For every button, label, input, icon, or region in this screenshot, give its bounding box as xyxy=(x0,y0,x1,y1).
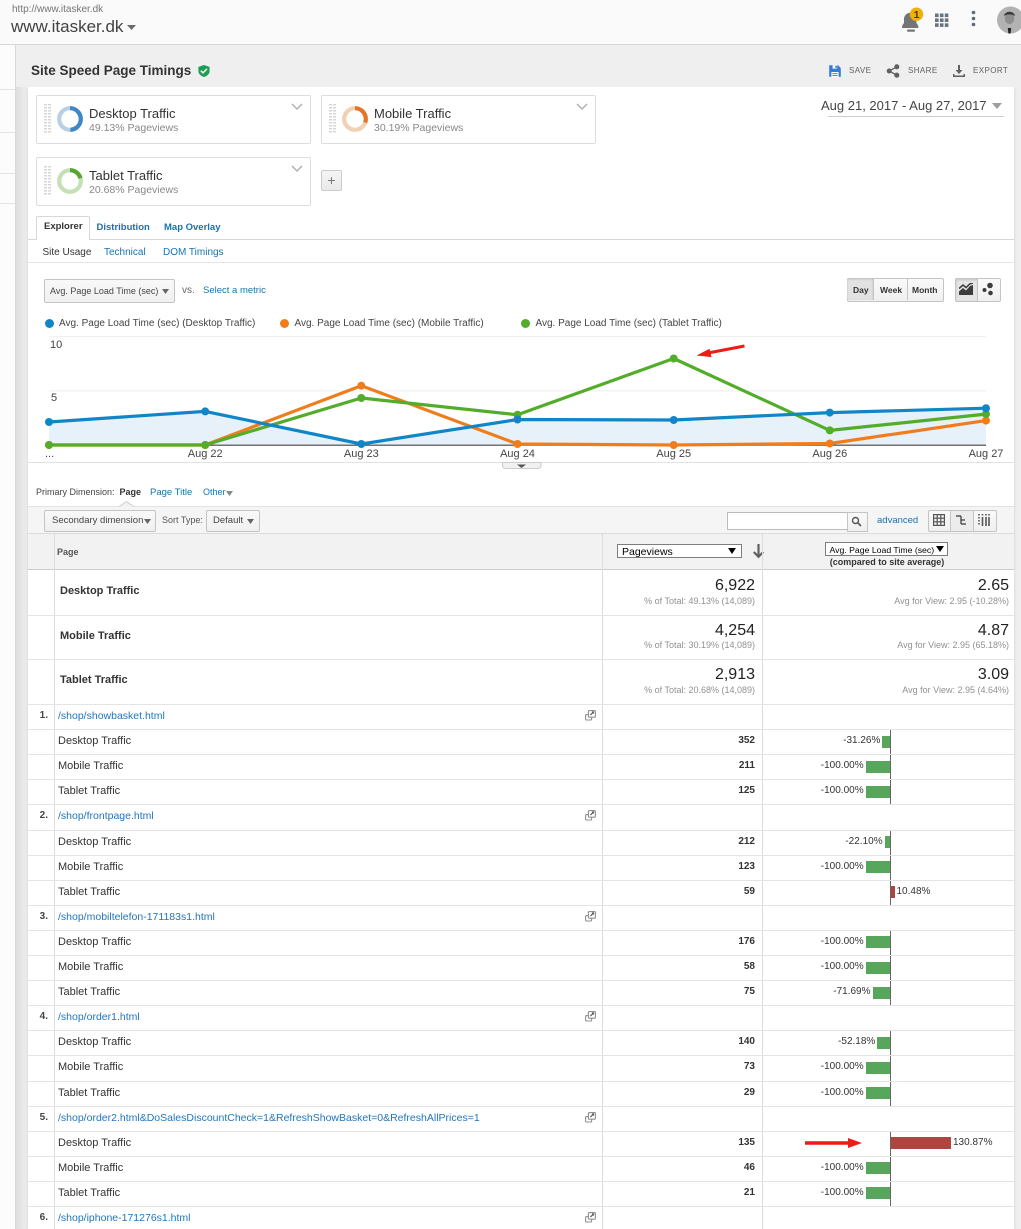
svg-text:Aug 22: Aug 22 xyxy=(188,448,223,460)
svg-text:...: ... xyxy=(45,448,54,460)
svg-text:1: 1 xyxy=(914,9,920,21)
svg-text:10: 10 xyxy=(50,339,62,351)
svg-text:Aug 23: Aug 23 xyxy=(344,448,379,460)
svg-text:Aug 27: Aug 27 xyxy=(969,448,1004,460)
svg-text:Aug 26: Aug 26 xyxy=(812,448,847,460)
svg-text:Aug 24: Aug 24 xyxy=(500,448,535,460)
svg-text:Aug 25: Aug 25 xyxy=(656,448,691,460)
svg-text:5: 5 xyxy=(51,392,57,404)
